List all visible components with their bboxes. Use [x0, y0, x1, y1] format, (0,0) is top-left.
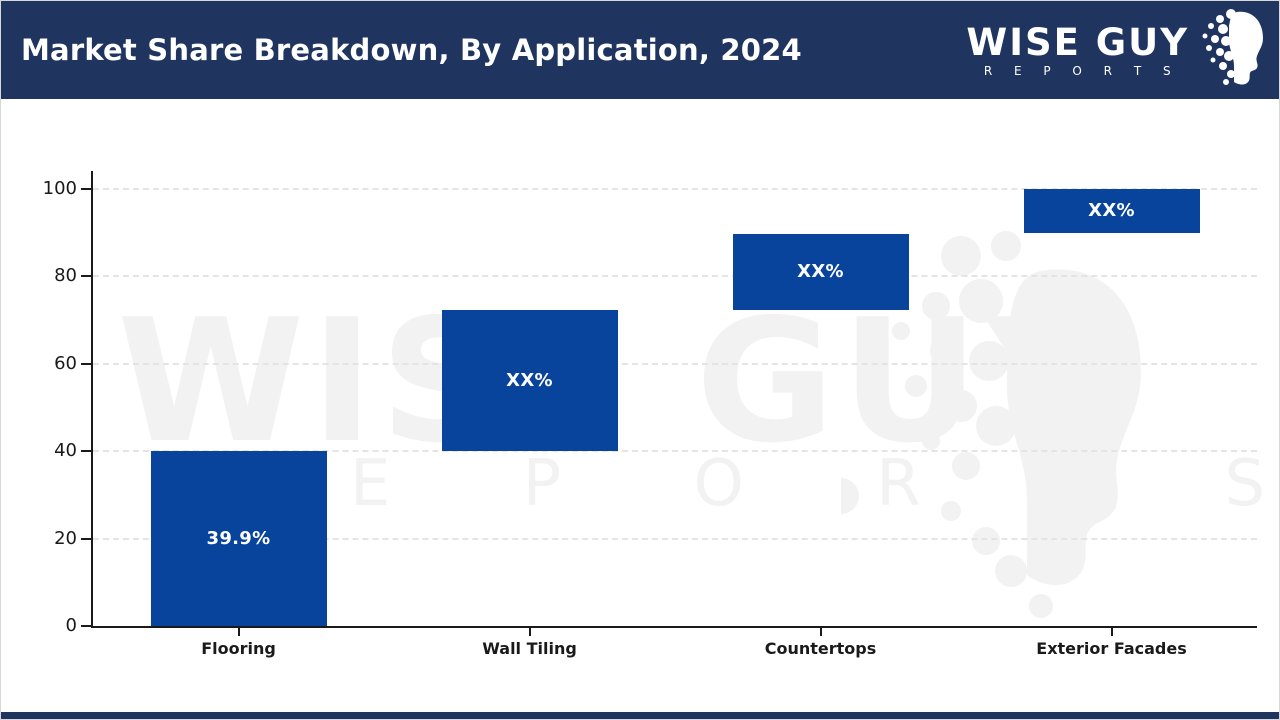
footer-bar	[1, 712, 1279, 719]
x-axis-tick	[1110, 628, 1113, 636]
bar-countertops: XX%	[732, 233, 909, 311]
bar-value-label: XX%	[1088, 200, 1135, 222]
x-axis-label-wall-tiling: Wall Tiling	[482, 639, 577, 658]
plot-area: 0 20 40 60 80 100 39.9% Flooring XX% Wall Tiling X…	[43, 171, 1257, 658]
x-axis-tick	[819, 628, 822, 636]
bar-flooring: 39.9%	[150, 451, 327, 626]
bar-value-label: 39.9%	[206, 528, 271, 550]
logo-head-icon	[1193, 6, 1265, 94]
x-axis-label-flooring: Flooring	[201, 639, 276, 658]
gridline-60	[93, 362, 1257, 365]
y-axis-label-0: 0	[65, 615, 77, 636]
y-axis-tick-40	[81, 450, 91, 452]
brand-subname: R E P O R T S	[983, 63, 1180, 78]
y-axis-tick-60	[81, 362, 91, 365]
bar-exterior-facades: XX%	[1023, 188, 1200, 234]
gridline-80	[93, 275, 1257, 277]
y-axis-label-40: 40	[54, 440, 77, 461]
bar-value-label: XX%	[506, 370, 553, 392]
header-banner: Market Share Breakdown, By Application, …	[1, 1, 1279, 99]
y-axis-label-80: 80	[54, 265, 77, 286]
page-title: Market Share Breakdown, By Application, …	[21, 33, 802, 67]
x-axis-label-countertops: Countertops	[764, 639, 877, 658]
bar-value-label: XX%	[797, 261, 844, 283]
gridline-20	[93, 537, 1257, 540]
y-axis-label-60: 60	[54, 352, 77, 374]
bar-wall-tiling: XX%	[441, 310, 618, 451]
brand-logo-text: WISE GUY R E P O R T S	[966, 24, 1189, 77]
y-axis-label-20: 20	[54, 527, 77, 549]
y-axis-tick-0	[81, 625, 91, 627]
y-axis-label-100: 100	[42, 177, 77, 199]
x-axis-tick	[528, 628, 531, 636]
brand-logo: WISE GUY R E P O R T S	[966, 6, 1265, 94]
y-axis-tick-20	[81, 537, 91, 540]
gridline-100	[93, 187, 1257, 190]
x-axis-label-exterior-facades: Exterior Facades	[1036, 639, 1187, 658]
gridline-40	[93, 450, 1257, 452]
y-axis-tick-100	[81, 187, 91, 190]
x-axis-tick	[237, 628, 240, 636]
brand-name: WISE GUY	[966, 20, 1189, 64]
y-axis-tick-80	[81, 275, 91, 277]
